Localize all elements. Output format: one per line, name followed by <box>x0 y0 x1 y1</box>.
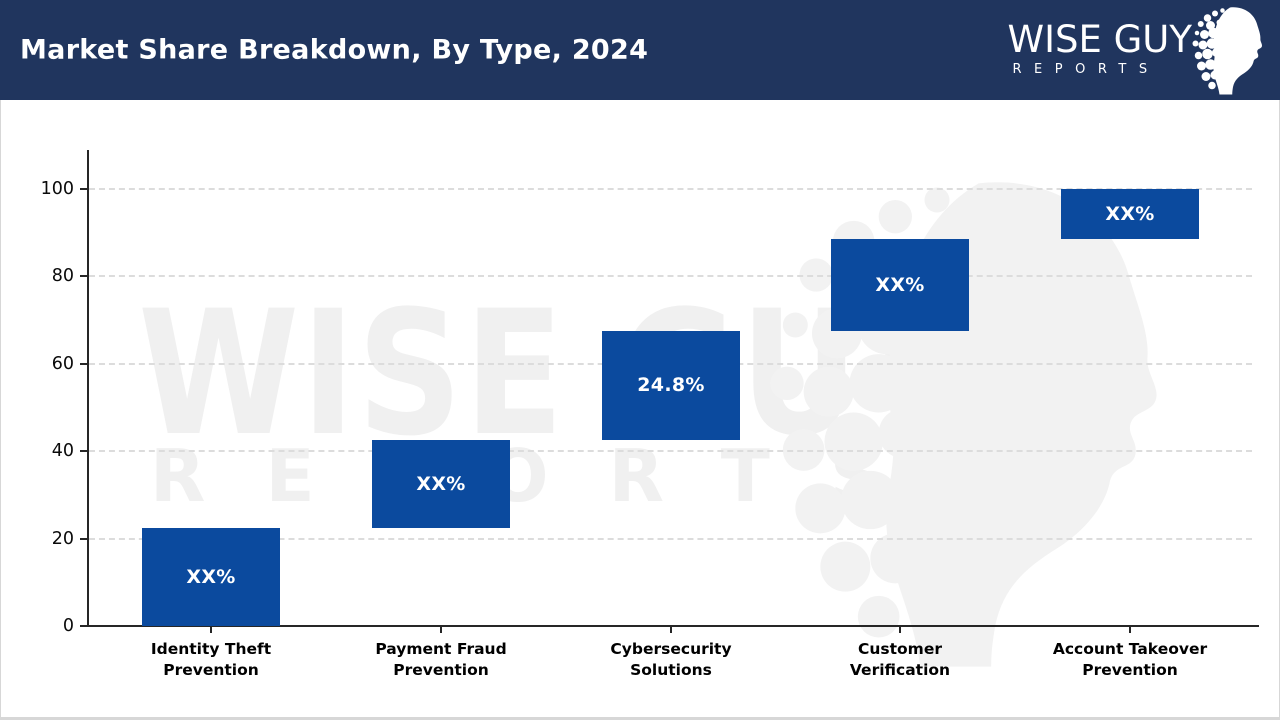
y-tick-mark <box>80 625 87 627</box>
x-tick-mark <box>210 627 212 633</box>
logo-head-icon <box>1192 7 1263 95</box>
y-tick-mark <box>80 275 87 277</box>
bar-value-label: XX% <box>416 472 466 495</box>
x-category-label: Customer Verification <box>849 640 951 679</box>
x-category-label: Cybersecurity Solutions <box>610 640 732 679</box>
bar: 24.8% <box>602 331 740 440</box>
gridline <box>89 450 1252 452</box>
bar: XX% <box>372 439 510 528</box>
gridline <box>89 275 1252 277</box>
gridline <box>89 187 1252 190</box>
x-category-label: Account Takeover Prevention <box>1052 640 1208 679</box>
x-tick-mark <box>440 627 442 633</box>
x-tick-mark <box>899 627 901 633</box>
y-tick-label: 40 <box>51 441 74 461</box>
y-tick-mark <box>80 362 87 365</box>
y-tick-label: 100 <box>40 178 74 199</box>
bar-value-label: XX% <box>186 565 236 588</box>
x-axis-line <box>87 625 1259 627</box>
logo-text: WISE GUY REPORTS <box>1007 18 1192 77</box>
logo-wordmark: WISE GUY <box>1007 18 1192 62</box>
y-tick-mark <box>80 537 87 540</box>
x-category-label: Identity Theft Prevention <box>150 640 272 679</box>
bar: XX% <box>831 239 969 332</box>
y-tick-label: 60 <box>51 353 74 374</box>
y-tick-label: 0 <box>62 616 74 636</box>
bar-value-label: XX% <box>875 274 925 297</box>
x-tick-mark <box>670 627 672 633</box>
header-bar: Market Share Breakdown, By Type, 2024 WI… <box>0 0 1280 100</box>
y-tick-mark <box>80 450 87 452</box>
x-tick-mark <box>1129 627 1131 633</box>
watermark-subtitle: REPORTS <box>150 434 942 518</box>
x-category-label: Payment Fraud Prevention <box>375 640 507 679</box>
brand-logo: WISE GUY REPORTS <box>1008 5 1268 97</box>
gridline <box>89 537 1252 540</box>
logo-subtitle: REPORTS <box>1012 61 1160 77</box>
y-axis-line <box>87 150 89 627</box>
bar-value-label: 24.8% <box>637 374 705 397</box>
bar: XX% <box>142 527 280 626</box>
y-tick-mark <box>80 187 87 190</box>
y-tick-label: 20 <box>51 528 74 549</box>
bar-value-label: XX% <box>1105 202 1155 225</box>
y-tick-label: 80 <box>51 266 74 286</box>
bar: XX% <box>1061 188 1199 240</box>
page-title: Market Share Breakdown, By Type, 2024 <box>20 34 649 66</box>
